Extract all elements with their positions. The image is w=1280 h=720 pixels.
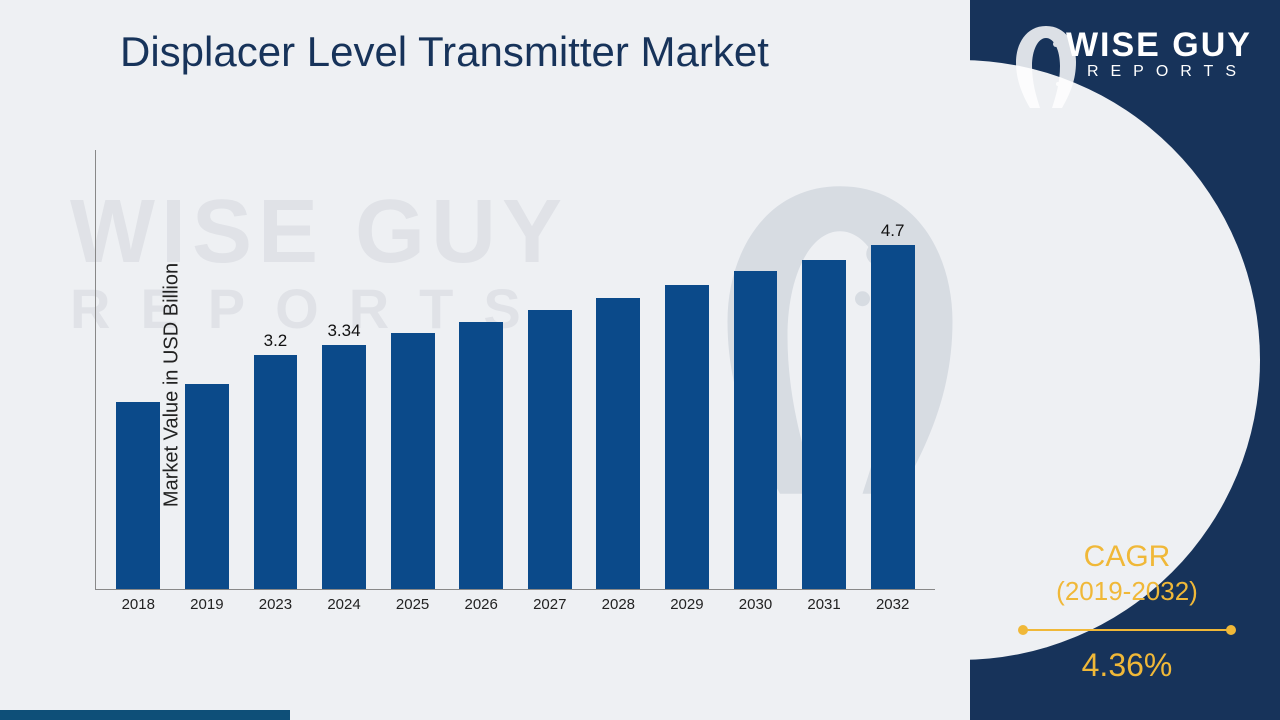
bar: [871, 245, 915, 589]
bar-slot: 2019: [173, 150, 242, 589]
bar-slot: 2026: [447, 150, 516, 589]
chart-title: Displacer Level Transmitter Market: [120, 28, 769, 76]
cagr-title: CAGR: [1012, 540, 1242, 574]
x-tick-label: 2031: [790, 596, 859, 613]
bar-slot: 2031: [790, 150, 859, 589]
chart-area: Market Value in USD Billion 201820193.22…: [50, 150, 950, 620]
bottom-accent-bar: [0, 710, 290, 720]
bar: [665, 285, 709, 589]
x-tick-label: 2026: [447, 596, 516, 613]
bar-slot: 2027: [515, 150, 584, 589]
bar-slot: 4.72032: [858, 150, 927, 589]
bar: [322, 345, 366, 589]
page-root: WISE GUY REPORTS Displacer Level Transmi…: [0, 0, 1280, 720]
bar: [802, 260, 846, 589]
bar-slot: 2028: [584, 150, 653, 589]
bar: [528, 310, 572, 589]
cagr-range: (2019-2032): [1012, 576, 1242, 607]
bar-value-label: 3.2: [264, 331, 288, 351]
logo-main-text: WISE GUY: [1066, 26, 1252, 65]
cagr-divider: [1022, 629, 1232, 631]
x-tick-label: 2027: [515, 596, 584, 613]
x-tick-label: 2032: [858, 596, 927, 613]
bars-container: 201820193.220233.34202420252026202720282…: [96, 150, 935, 589]
bar: [734, 271, 778, 589]
x-tick-label: 2029: [653, 596, 722, 613]
x-tick-label: 2023: [241, 596, 310, 613]
x-tick-label: 2024: [310, 596, 379, 613]
bar: [596, 298, 640, 589]
bar-slot: 3.342024: [310, 150, 379, 589]
bar-slot: 2025: [378, 150, 447, 589]
bar: [459, 322, 503, 589]
bar: [254, 355, 298, 589]
x-tick-label: 2019: [173, 596, 242, 613]
brand-logo: WISE GUY REPORTS: [1066, 26, 1252, 81]
bar-slot: 2029: [653, 150, 722, 589]
bar: [391, 333, 435, 589]
bar-slot: 2030: [721, 150, 790, 589]
x-tick-label: 2030: [721, 596, 790, 613]
bar-value-label: 4.7: [881, 221, 905, 241]
bar-slot: 3.22023: [241, 150, 310, 589]
cagr-value: 4.36%: [1012, 647, 1242, 684]
x-tick-label: 2028: [584, 596, 653, 613]
x-tick-label: 2025: [378, 596, 447, 613]
cagr-box: CAGR (2019-2032) 4.36%: [1012, 540, 1242, 684]
bar-slot: 2018: [104, 150, 173, 589]
bar: [116, 402, 160, 589]
x-tick-label: 2018: [104, 596, 173, 613]
logo-sub-text: REPORTS: [1066, 63, 1252, 81]
bar-value-label: 3.34: [327, 321, 360, 341]
bar: [185, 384, 229, 589]
plot-region: 201820193.220233.34202420252026202720282…: [95, 150, 935, 590]
